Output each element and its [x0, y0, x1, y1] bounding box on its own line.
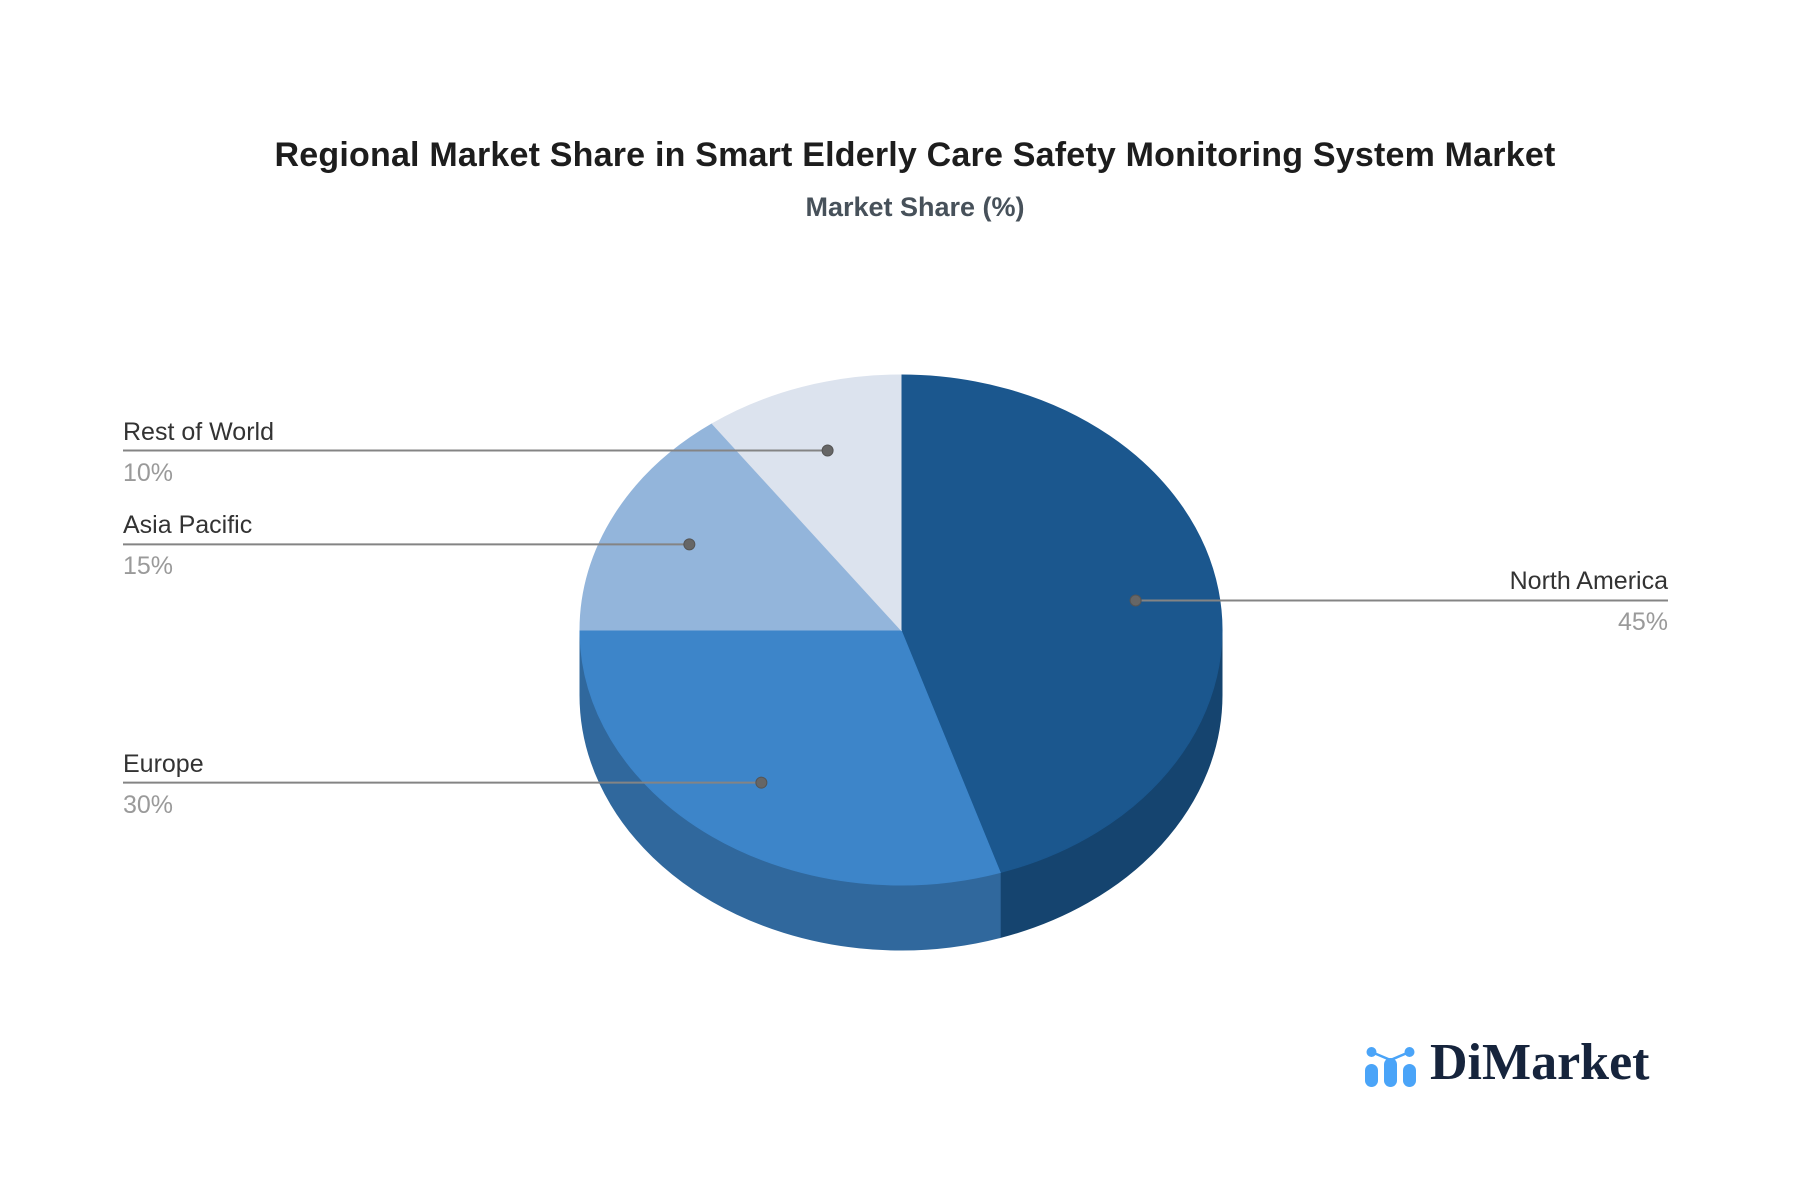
leader-dot-europe — [755, 776, 768, 789]
slice-label-asia-pacific: Asia Pacific — [123, 511, 253, 540]
logo-bar-1 — [1365, 1064, 1378, 1087]
pie-slice-asia-pacific[interactable] — [579, 423, 903, 631]
slice-percent-asia-pacific: 15% — [123, 552, 174, 581]
slice-percent-europe: 30% — [123, 790, 174, 819]
slice-percent-rest-of-world: 10% — [123, 458, 174, 487]
logo-zigzag-line — [1371, 1050, 1410, 1062]
chart-subtitle: Market Share (%) — [805, 192, 1025, 222]
leader-dot-rest-of-world — [821, 444, 834, 457]
leader-dot-asia-pacific — [683, 538, 696, 551]
logo-dot-2 — [1404, 1047, 1415, 1057]
slice-label-europe: Europe — [123, 749, 204, 778]
logo-bar-2 — [1384, 1058, 1397, 1087]
pie-slice-rest-of-world[interactable] — [711, 374, 902, 632]
chart-title: Regional Market Share in Smart Elderly C… — [274, 136, 1556, 174]
logo-dot-1 — [1366, 1047, 1377, 1057]
leader-dot-north-america — [1129, 594, 1142, 607]
slice-label-rest-of-world: Rest of World — [123, 417, 274, 446]
logo-text: DiMarket — [1430, 1034, 1650, 1091]
pie-slice-north-america[interactable] — [900, 374, 1223, 874]
slice-percent-north-america: 45% — [1617, 608, 1668, 637]
bar-chart-logo-icon — [1365, 1047, 1416, 1087]
pie-slice-europe[interactable] — [579, 629, 1001, 886]
slice-label-north-america: North America — [1509, 567, 1668, 596]
logo-bar-3 — [1403, 1064, 1416, 1087]
